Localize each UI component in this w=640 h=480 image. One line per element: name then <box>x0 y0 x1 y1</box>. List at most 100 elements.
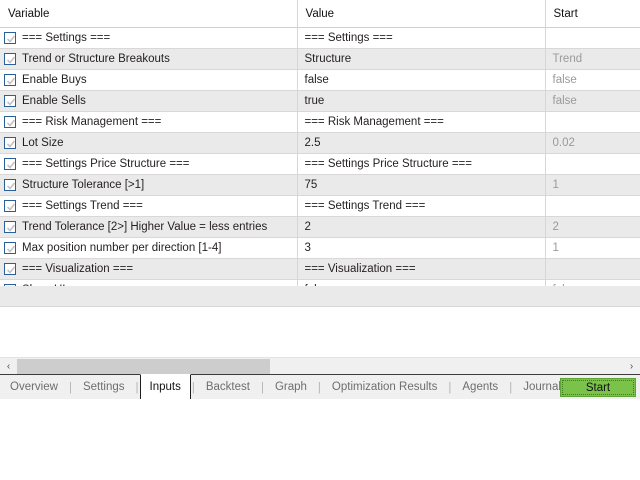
row-checkbox[interactable] <box>4 158 16 170</box>
cell-value[interactable]: Structure <box>296 48 545 70</box>
variable-label: Trend Tolerance [2>] Higher Value = less… <box>22 221 268 233</box>
table-row[interactable]: Max position number per direction [1-4] 3… <box>0 237 640 259</box>
row-checkbox[interactable] <box>4 95 16 107</box>
row-checkbox[interactable] <box>4 137 16 149</box>
row-checkbox[interactable] <box>4 53 16 65</box>
cell-variable[interactable]: Structure Tolerance [>1] <box>0 174 297 196</box>
table-row[interactable]: Enable Buys false false <box>0 69 640 91</box>
table-row[interactable]: Enable Sells true false <box>0 90 640 112</box>
tab-overview[interactable]: Overview <box>10 381 58 393</box>
cell-variable[interactable]: === Visualization === <box>0 258 297 280</box>
cell-start[interactable] <box>544 111 640 133</box>
cell-start[interactable] <box>544 153 640 175</box>
table-body: === Settings === === Settings === Trend or… <box>0 27 640 301</box>
table-header-row: Variable Value Start <box>0 0 640 28</box>
row-checkbox[interactable] <box>4 116 16 128</box>
empty-area-below <box>0 399 640 480</box>
cell-value[interactable]: === Settings Price Structure === <box>296 153 545 175</box>
table-row[interactable]: === Settings === === Settings === <box>0 27 640 49</box>
variable-label: Trend or Structure Breakouts <box>22 53 170 65</box>
table-row[interactable]: Trend or Structure Breakouts Structure Tre… <box>0 48 640 70</box>
cell-variable[interactable]: === Settings Price Structure === <box>0 153 297 175</box>
table-row[interactable]: === Settings Price Structure === === Sett… <box>0 153 640 175</box>
table-row[interactable]: === Visualization === === Visualization =… <box>0 258 640 280</box>
column-header-variable[interactable]: Variable <box>0 0 297 28</box>
cell-variable[interactable]: Enable Buys <box>0 69 297 91</box>
tab-list: Overview | Settings | Inputs | Backtest | Graph |… <box>0 374 571 400</box>
tab-bar: Overview | Settings | Inputs | Backtest | Graph |… <box>0 374 640 400</box>
tab-separator: | <box>191 381 195 394</box>
cell-variable[interactable]: === Risk Management === <box>0 111 297 133</box>
variable-label: === Settings Trend === <box>22 200 143 212</box>
table-empty-band <box>0 286 640 307</box>
cell-value[interactable]: === Settings Trend === <box>296 195 545 217</box>
cell-start[interactable]: 1 <box>544 237 640 259</box>
tab-separator: | <box>68 381 72 394</box>
cell-variable[interactable]: Trend Tolerance [2>] Higher Value = less… <box>0 216 297 238</box>
start-button[interactable]: Start <box>560 378 636 397</box>
variable-label: Lot Size <box>22 137 64 149</box>
cell-start[interactable]: 2 <box>544 216 640 238</box>
variable-label: Enable Buys <box>22 74 87 86</box>
cell-value[interactable]: 75 <box>296 174 545 196</box>
cell-variable[interactable]: === Settings Trend === <box>0 195 297 217</box>
cell-value[interactable]: 2.5 <box>296 132 545 154</box>
cell-variable[interactable]: Enable Sells <box>0 90 297 112</box>
cell-start[interactable] <box>544 27 640 49</box>
table-row[interactable]: === Settings Trend === === Settings Trend… <box>0 195 640 217</box>
table-row[interactable]: === Risk Management === === Risk Manageme… <box>0 111 640 133</box>
tab-separator: | <box>135 381 139 394</box>
cell-variable[interactable]: Trend or Structure Breakouts <box>0 48 297 70</box>
variable-label: Max position number per direction [1-4] <box>22 242 222 254</box>
cell-value[interactable]: false <box>296 69 545 91</box>
scrollbar-thumb[interactable] <box>17 359 270 374</box>
variable-label: === Risk Management === <box>22 116 162 128</box>
cell-variable[interactable]: Lot Size <box>0 132 297 154</box>
tab-settings[interactable]: Settings <box>82 381 125 393</box>
cell-value[interactable]: === Risk Management === <box>296 111 545 133</box>
variable-label: === Settings === <box>22 32 111 44</box>
row-checkbox[interactable] <box>4 74 16 86</box>
row-checkbox[interactable] <box>4 242 16 254</box>
cell-value[interactable]: 3 <box>296 237 545 259</box>
cell-start[interactable]: false <box>544 69 640 91</box>
tab-agents[interactable]: Agents <box>462 381 499 393</box>
cell-start[interactable]: 0.02 <box>544 132 640 154</box>
table-row[interactable]: Trend Tolerance [2>] Higher Value = less… <box>0 216 640 238</box>
scroll-left-arrow-icon[interactable]: ‹ <box>0 358 17 375</box>
table-row[interactable]: Lot Size 2.5 0.02 <box>0 132 640 154</box>
cell-start[interactable] <box>544 258 640 280</box>
row-checkbox[interactable] <box>4 32 16 44</box>
cell-variable[interactable]: === Settings === <box>0 27 297 49</box>
cell-variable[interactable]: Max position number per direction [1-4] <box>0 237 297 259</box>
row-checkbox[interactable] <box>4 200 16 212</box>
horizontal-scrollbar[interactable]: ‹ › <box>0 357 640 375</box>
tab-separator: | <box>509 381 513 394</box>
cell-start[interactable] <box>544 195 640 217</box>
cell-start[interactable]: false <box>544 90 640 112</box>
row-checkbox[interactable] <box>4 221 16 233</box>
table-row[interactable]: Structure Tolerance [>1] 75 1 <box>0 174 640 196</box>
tab-optimization-results[interactable]: Optimization Results <box>331 381 438 393</box>
tab-separator: | <box>260 381 264 394</box>
variable-label: Enable Sells <box>22 95 86 107</box>
column-header-value[interactable]: Value <box>296 0 545 28</box>
tab-inputs[interactable]: Inputs <box>139 374 191 400</box>
scroll-right-arrow-icon[interactable]: › <box>623 358 640 375</box>
tab-separator: | <box>317 381 321 394</box>
row-checkbox[interactable] <box>4 179 16 191</box>
cell-value[interactable]: 2 <box>296 216 545 238</box>
variable-label: Structure Tolerance [>1] <box>22 179 145 191</box>
cell-start[interactable]: 1 <box>544 174 640 196</box>
cell-value[interactable]: === Settings === <box>296 27 545 49</box>
tab-journal[interactable]: Journal <box>523 381 561 393</box>
variable-label: === Visualization === <box>22 263 134 275</box>
cell-value[interactable]: true <box>296 90 545 112</box>
row-checkbox[interactable] <box>4 263 16 275</box>
cell-start[interactable]: Trend <box>544 48 640 70</box>
column-header-start[interactable]: Start <box>544 0 640 28</box>
tab-graph[interactable]: Graph <box>274 381 307 393</box>
cell-value[interactable]: === Visualization === <box>296 258 545 280</box>
tab-backtest[interactable]: Backtest <box>205 381 250 393</box>
